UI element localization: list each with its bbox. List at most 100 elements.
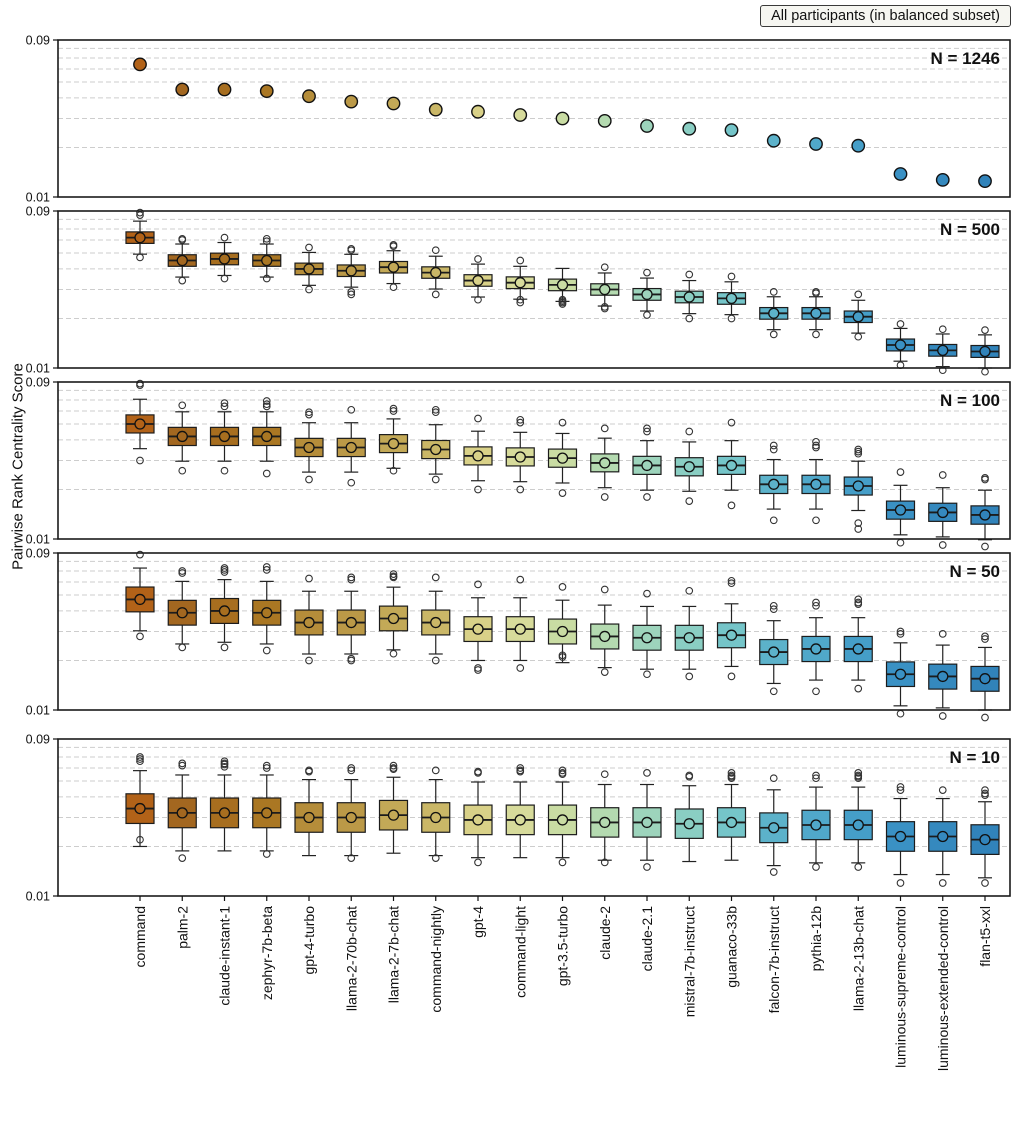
boxplot-falcon-7b-instruct (759, 288, 789, 339)
mean-marker (556, 625, 569, 638)
mean-marker (599, 816, 611, 829)
boxplot-claude-2.1 (632, 424, 662, 501)
boxplot-claude-2 (590, 770, 620, 867)
mean-marker (218, 807, 231, 819)
outlier-point (896, 627, 905, 636)
outlier-point (347, 288, 356, 296)
y-tick-label: 0.01 (26, 704, 50, 718)
outlier-point (854, 774, 863, 783)
boxplot-claude-2.1 (632, 589, 662, 679)
boxplot-llama-2-13b-chat (843, 769, 873, 871)
mean-marker (176, 254, 188, 267)
boxplot-luminous-supreme-control (885, 627, 916, 718)
mean-marker (810, 819, 822, 831)
panel-border (57, 210, 1011, 369)
outlier-point (812, 330, 820, 339)
outlier-point (178, 236, 187, 244)
outlier-point (981, 786, 989, 794)
outlier-point (220, 757, 229, 766)
outlier-point (812, 516, 820, 525)
outlier-point (812, 774, 820, 783)
mean-marker (345, 616, 357, 629)
mean-marker (556, 452, 569, 464)
x-tick-label-luminous-extended-control: luminous-extended-control (935, 906, 951, 1071)
outlier-point (516, 664, 525, 672)
outlier-point (812, 687, 820, 696)
mean-marker (387, 437, 400, 450)
mean-marker (261, 254, 273, 267)
outlier-point (389, 242, 398, 251)
outlier-point (305, 285, 313, 294)
outlier-point (305, 574, 313, 583)
outlier-point (474, 769, 482, 777)
outlier-point (558, 770, 567, 779)
outlier-point (854, 290, 863, 299)
panel-label: N = 50 (949, 562, 1000, 581)
mean-marker (261, 607, 273, 619)
mean-marker (303, 811, 315, 824)
outlier-point (178, 276, 187, 285)
boxplot-mistral-7b-instruct (674, 586, 704, 681)
outlier-point (431, 405, 440, 414)
mean-marker (218, 605, 231, 617)
x-tick-label-flan-t5-xxl: flan-t5-xxl (977, 906, 993, 967)
outlier-point (262, 237, 271, 246)
boxplot-llama-2-7b-chat (378, 570, 409, 658)
x-tick-label-palm-2: palm-2 (174, 906, 190, 949)
outlier-point (643, 670, 651, 679)
point-gpt-4-turbo (302, 89, 316, 104)
boxplot-falcon-7b-instruct (759, 601, 789, 696)
panel-1246: N = 1246 0.09 0.01 (26, 34, 1011, 205)
mean-marker (894, 830, 907, 843)
boxplot-luminous-extended-control (928, 786, 958, 887)
boxplot-guanaco-33b (716, 418, 747, 510)
outlier-point (685, 314, 694, 323)
outlier-point (178, 401, 187, 410)
outlier-point (262, 850, 271, 858)
mean-marker (937, 344, 949, 357)
outlier-point (136, 835, 144, 844)
outlier-point (769, 601, 778, 610)
boxplot-gpt-4-turbo (294, 243, 324, 294)
outlier-point (981, 635, 989, 643)
boxplot-llama-2-70b-chat (336, 244, 366, 299)
point-mistral-7b-instruct (682, 121, 697, 136)
mean-marker (937, 830, 949, 843)
outlier-point (431, 656, 440, 665)
boxplot-flan-t5-xxl (970, 474, 1000, 551)
outlier-point (220, 760, 229, 769)
outlier-point (558, 300, 567, 308)
outlier-point (643, 493, 651, 501)
boxplot-falcon-7b-instruct (759, 774, 789, 876)
point-claude-2 (597, 114, 612, 128)
outlier-point (305, 243, 313, 252)
mean-marker (218, 430, 231, 443)
outlier-point (600, 424, 609, 433)
mean-marker (937, 506, 949, 519)
x-tick-label-luminous-supreme-control: luminous-supreme-control (893, 906, 909, 1068)
boxplot-guanaco-33b (716, 769, 747, 861)
outlier-point (981, 475, 989, 484)
outlier-point (727, 501, 736, 510)
outlier-point (474, 414, 482, 423)
mean-marker (261, 807, 273, 819)
point-falcon-7b-instruct (766, 133, 781, 148)
outlier-point (938, 879, 947, 887)
mean-marker (810, 478, 822, 490)
boxplot-flan-t5-xxl (970, 326, 1000, 376)
outlier-point (136, 755, 144, 763)
mean-marker (430, 616, 442, 629)
outlier-point (262, 764, 271, 772)
outlier-point (389, 407, 398, 415)
boxplot-claude-2 (590, 424, 620, 501)
outlier-point (854, 863, 863, 871)
outlier-point (600, 263, 609, 272)
outlier-point (220, 568, 229, 576)
panel-label: N = 100 (940, 391, 1000, 410)
boxplot-pythia-12b (801, 437, 831, 525)
outlier-point (727, 418, 736, 427)
mean-marker (345, 811, 357, 824)
mean-marker (514, 277, 526, 289)
outlier-point (262, 400, 271, 409)
